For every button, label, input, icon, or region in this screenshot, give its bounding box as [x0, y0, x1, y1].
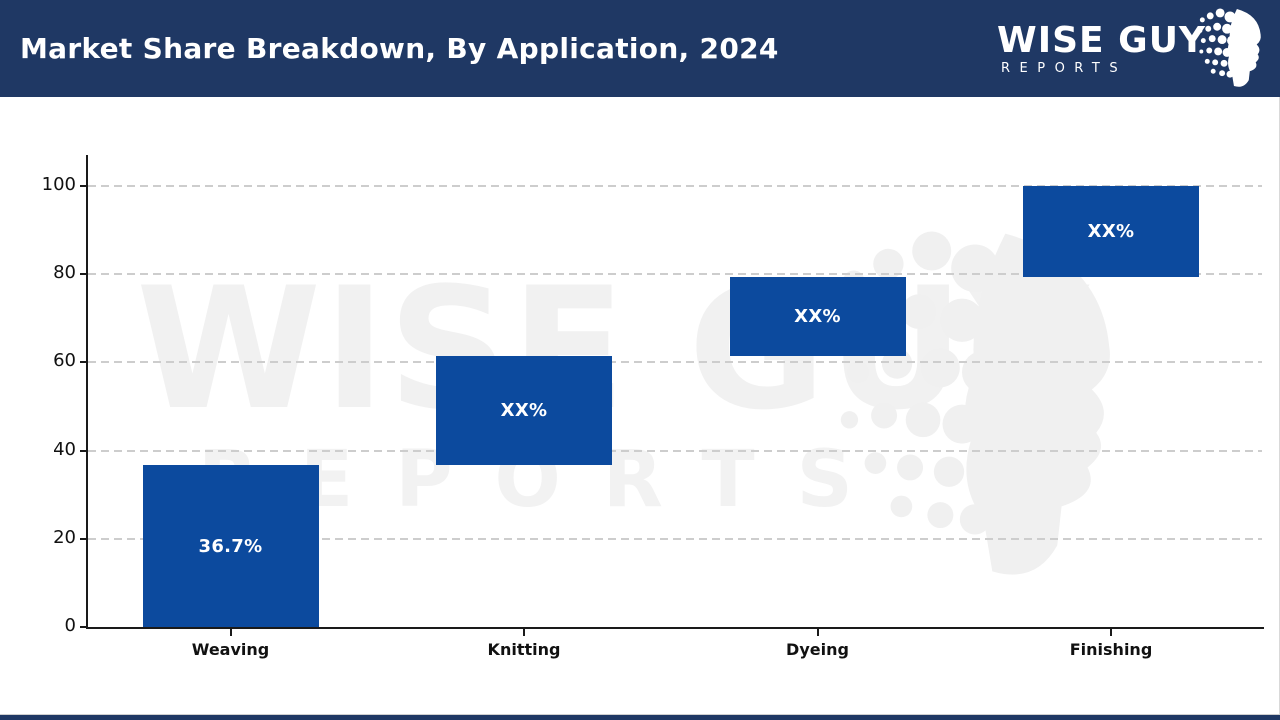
y-tick-label: 20	[53, 526, 76, 548]
gridline	[88, 449, 1262, 452]
bar-weaving: 36.7%	[142, 465, 319, 627]
y-tick-label: 40	[53, 438, 76, 460]
bar-value-label: XX%	[1087, 221, 1135, 243]
brand-logo: WISE GUY REPORTS	[997, 6, 1270, 92]
y-tick-mark	[80, 361, 88, 364]
header: Market Share Breakdown, By Application, …	[0, 0, 1280, 97]
gridline	[88, 537, 1262, 540]
y-tick-label: 0	[64, 615, 76, 636]
bar-dyeing: XX%	[729, 277, 906, 357]
y-axis-spine	[86, 155, 88, 629]
x-category-label: Knitting	[487, 640, 561, 659]
logo-wordmark-line2: REPORTS	[1000, 60, 1128, 76]
x-category-label: Dyeing	[786, 640, 849, 659]
logo-wordmark-line1: WISE GUY	[996, 20, 1206, 62]
x-category-label: Finishing	[1069, 640, 1153, 659]
bottom-hairline	[0, 714, 1280, 715]
y-tick-label: 100	[41, 174, 76, 195]
y-tick-mark	[80, 273, 88, 276]
x-axis-spine	[86, 627, 1264, 629]
y-tick-mark	[80, 185, 88, 187]
x-tick-mark	[816, 629, 819, 636]
bar-knitting: XX%	[436, 356, 612, 466]
bar-value-label: XX%	[500, 400, 548, 422]
logo-wordmark: WISE GUY REPORTS	[997, 22, 1206, 76]
x-tick-mark	[1110, 629, 1112, 636]
gridline	[88, 361, 1262, 364]
bar-value-label: 36.7%	[198, 535, 263, 557]
x-tick-mark	[523, 629, 525, 636]
y-tick-mark	[80, 626, 88, 628]
gridline	[88, 185, 1262, 187]
page-title: Market Share Breakdown, By Application, …	[20, 32, 779, 65]
bar-finishing: XX%	[1023, 186, 1199, 278]
x-category-label: Weaving	[191, 640, 270, 659]
gridline	[88, 273, 1262, 276]
x-tick-mark	[229, 629, 232, 636]
bar-value-label: XX%	[794, 306, 841, 328]
y-tick-mark	[80, 537, 88, 540]
footer-accent-bar	[0, 715, 1280, 720]
y-tick-label: 60	[53, 350, 76, 372]
y-tick-label: 80	[53, 262, 76, 284]
y-tick-mark	[80, 449, 88, 452]
